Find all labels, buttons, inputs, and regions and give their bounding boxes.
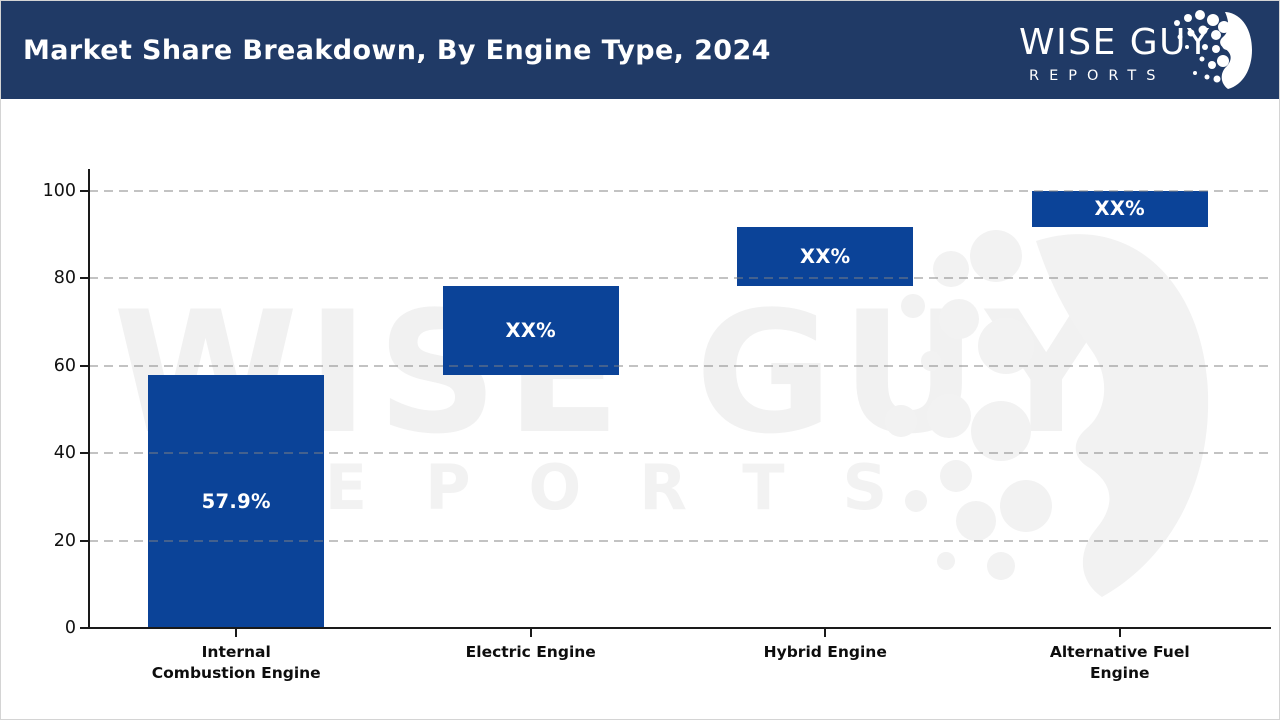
- gridline-80: [89, 277, 1271, 280]
- y-tick-mark: [80, 364, 88, 367]
- y-tick-mark: [80, 627, 88, 629]
- bar-value-label: 57.9%: [201, 489, 271, 513]
- y-axis-line: [88, 169, 90, 629]
- bar-value-label: XX%: [1094, 197, 1145, 221]
- x-tick-mark: [529, 629, 532, 637]
- logo-subtext: REPORTS: [1029, 68, 1165, 84]
- x-tick-mark: [235, 629, 238, 637]
- gridline-100: [89, 189, 1271, 192]
- category-label-line: Electric Engine: [465, 643, 596, 661]
- logo-head-icon: [1174, 10, 1252, 89]
- category-label-line: Hybrid Engine: [763, 643, 887, 661]
- x-axis-line: [88, 627, 1271, 629]
- y-tick-mark: [80, 452, 88, 455]
- y-tick-mark: [80, 539, 88, 542]
- category-label: Electric Engine: [384, 642, 679, 663]
- y-tick-label: 60: [53, 355, 76, 376]
- y-tick-mark: [80, 277, 88, 280]
- x-tick-mark: [1118, 629, 1121, 637]
- bar-electric-engine: XX%: [442, 286, 619, 375]
- wiseguy-logo: WISE GUY REPORTS: [1019, 10, 1252, 89]
- y-tick-label: 20: [53, 530, 76, 551]
- category-label-line: Alternative Fuel: [1049, 643, 1190, 661]
- header-band: Market Share Breakdown, By Engine Type, …: [1, 1, 1279, 99]
- category-label: Alternative Fuel Engine: [973, 642, 1268, 684]
- bar-value-label: XX%: [799, 244, 851, 268]
- y-tick-label: 40: [53, 443, 76, 464]
- chart-title: Market Share Breakdown, By Engine Type, …: [23, 34, 771, 66]
- y-tick-label: 80: [53, 268, 76, 289]
- y-tick-mark: [80, 189, 88, 192]
- y-tick-label: 100: [42, 180, 76, 201]
- category-label-line: Internal: [201, 643, 271, 661]
- bar-hybrid-engine: XX%: [737, 226, 914, 287]
- gridline-60: [89, 364, 1271, 367]
- category-label-line: Engine: [1089, 663, 1150, 682]
- bar-value-label: XX%: [505, 319, 556, 342]
- gridline-40: [89, 452, 1271, 455]
- category-label: Internal Combustion Engine: [89, 642, 384, 684]
- gridline-20: [89, 539, 1271, 542]
- bar-internal-combustion-engine: 57.9%: [148, 374, 325, 628]
- category-label: Hybrid Engine: [678, 642, 973, 663]
- x-tick-mark: [824, 629, 827, 637]
- y-tick-label: 0: [64, 618, 76, 638]
- watermark-head-icon: [885, 230, 1209, 597]
- bar-alternative-fuel-engine: XX%: [1031, 190, 1208, 227]
- logo-wordmark: WISE GUY: [1019, 22, 1211, 63]
- watermark-subtext: REPORTS: [219, 451, 945, 524]
- category-label-line: Combustion Engine: [151, 663, 321, 682]
